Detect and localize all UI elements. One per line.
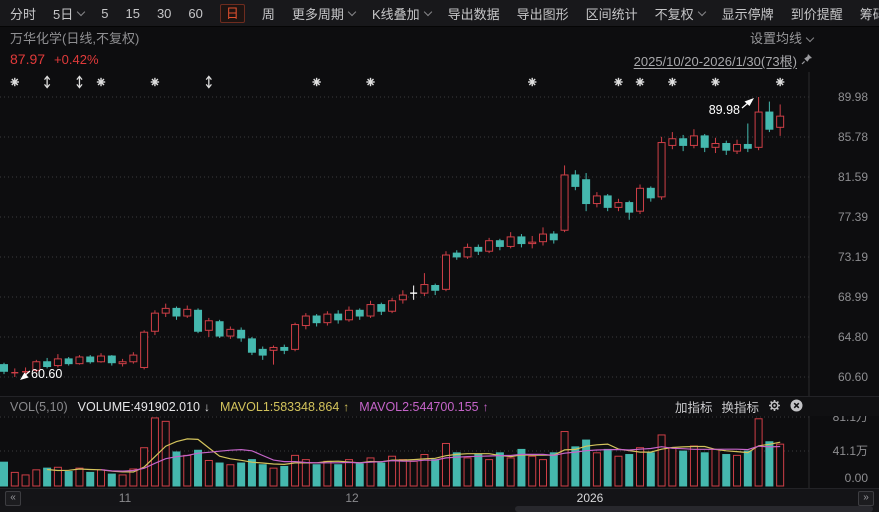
volume-bars-layer [0, 417, 785, 487]
toolbar-item-周[interactable]: 周 [261, 6, 275, 22]
toolbar-item-15[interactable]: 15 [125, 5, 140, 21]
close-icon[interactable] [790, 399, 803, 415]
chevron-down-icon [805, 33, 815, 42]
chevron-down-icon [697, 7, 706, 16]
svg-text:73.19: 73.19 [838, 250, 868, 264]
volume-header-buttons: 加指标 换指标 [675, 397, 803, 416]
toolbar-item-5[interactable]: 5 [101, 5, 109, 21]
toolbar-item-显示停牌[interactable]: 显示停牌 [721, 6, 774, 22]
chart-header: 万华化学(日线,不复权) 87.97 +0.42% 设置均线 2025/10/20… [0, 28, 879, 72]
toolbar-item-更多周期[interactable]: 更多周期 [292, 4, 357, 23]
price-row: 87.97 +0.42% [10, 51, 139, 67]
candlestick-layer [0, 97, 785, 377]
gear-icon[interactable] [768, 399, 781, 415]
time-axis-label: 12 [345, 491, 359, 505]
svg-text:81.1万: 81.1万 [833, 416, 868, 424]
svg-text:60.60: 60.60 [838, 370, 868, 384]
chevron-down-icon [77, 7, 86, 16]
chevron-down-icon [347, 7, 357, 16]
volume-value: VOLUME:491902.010 [77, 399, 200, 414]
last-price: 87.97 [10, 51, 46, 67]
volume-gridlines [0, 416, 810, 452]
svg-text:64.80: 64.80 [838, 330, 868, 344]
toolbar: 分时 5日 5 15 30 60 日周 更多周期 K线叠加 导出数据 导出图形 区间统计 不复权 显示停牌… [0, 0, 879, 27]
toolbar-item-筹码[interactable]: 筹码 [859, 6, 879, 22]
volume-axis-labels: 81.1万 41.1万 0.00 [833, 416, 869, 485]
svg-text:0.00: 0.00 [845, 471, 869, 485]
toolbar-item-K线叠加[interactable]: K线叠加 [372, 4, 432, 23]
change-percent: +0.42% [54, 52, 99, 67]
mavol1-value: MAVOL1:583348.864 [219, 399, 340, 414]
date-range-row: 2025/10/20-2026/1/30(73根) [634, 51, 813, 70]
volume-indicator-label[interactable]: VOL(5,10) [10, 399, 68, 414]
svg-text:85.78: 85.78 [838, 130, 868, 144]
scroll-right-button[interactable]: » [858, 491, 874, 506]
chart-scrollbar[interactable] [0, 506, 879, 512]
svg-text:41.1万: 41.1万 [833, 444, 868, 458]
toolbar-item-导出数据[interactable]: 导出数据 [447, 6, 500, 22]
toolbar-item-导出图形[interactable]: 导出图形 [516, 6, 569, 22]
add-indicator-button[interactable]: 加指标 [674, 401, 713, 415]
svg-text:81.59: 81.59 [838, 170, 868, 184]
scroll-left-button[interactable]: « [5, 491, 21, 506]
symbol-title: 万华化学(日线,不复权) [10, 31, 140, 46]
symbol-block: 万华化学(日线,不复权) 87.97 +0.42% [10, 30, 139, 67]
toolbar-item-不复权[interactable]: 不复权 [655, 4, 706, 23]
toolbar-items: 分时 5日 5 15 30 60 日周 更多周期 K线叠加 导出数据 导出图形 区间统计 不复权 显示停牌… [10, 3, 879, 23]
chevron-down-icon [423, 7, 432, 16]
time-axis-label: 2026 [576, 491, 604, 505]
volume-header: VOL(5,10) VOLUME:491902.010 ↓ MAVOL1:583… [0, 396, 879, 416]
toolbar-item-区间统计[interactable]: 区间统计 [585, 6, 638, 22]
volume-down-arrow: ↓ [203, 399, 210, 414]
toolbar-item-30[interactable]: 30 [156, 5, 172, 21]
time-axis: « » 11 12 2026 [0, 488, 879, 507]
volume-chart: 81.1万 41.1万 0.00 [0, 416, 869, 488]
toolbar-item-60[interactable]: 60 [188, 5, 203, 21]
svg-text:68.99: 68.99 [838, 290, 868, 304]
svg-text:89.98: 89.98 [838, 90, 868, 104]
toolbar-item-日[interactable]: 日 [219, 3, 245, 23]
mavol2-value: MAVOL2:544700.155 [359, 399, 479, 414]
svg-text:89.98: 89.98 [709, 103, 740, 117]
mavol2-up-arrow: ↑ [482, 399, 489, 414]
mavol2-line [100, 445, 781, 472]
toolbar-item-分时[interactable]: 分时 [10, 6, 37, 22]
switch-indicator-button[interactable]: 换指标 [721, 401, 759, 415]
date-range-link[interactable]: 2025/10/20-2026/1/30(73根) [633, 54, 797, 69]
toolbar-item-5日[interactable]: 5日 [53, 4, 86, 23]
price-annotations: 89.98 60.60 [20, 98, 754, 381]
header-right-block: 设置均线 2025/10/20-2026/1/30(73根) [634, 30, 815, 70]
candlestick-chart: 89.98 85.78 81.59 77.39 73.19 68.99 64.80 60.60… [0, 72, 868, 396]
pushpin-icon[interactable] [801, 53, 813, 68]
toolbar-item-到价提醒[interactable]: 到价提醒 [790, 6, 843, 22]
event-markers [10, 75, 785, 89]
price-axis-labels: 89.98 85.78 81.59 77.39 73.19 68.99 64.80 60.60 [838, 90, 868, 384]
scrollbar-handle[interactable] [515, 506, 873, 512]
svg-text:77.39: 77.39 [838, 210, 868, 224]
time-axis-label: 11 [118, 491, 132, 505]
price-gridlines [0, 96, 810, 378]
mavol1-up-arrow: ↑ [343, 399, 350, 414]
ma-settings-button[interactable]: 设置均线 [750, 30, 815, 48]
svg-text:60.60: 60.60 [31, 367, 62, 381]
mavol1-line [47, 438, 781, 473]
